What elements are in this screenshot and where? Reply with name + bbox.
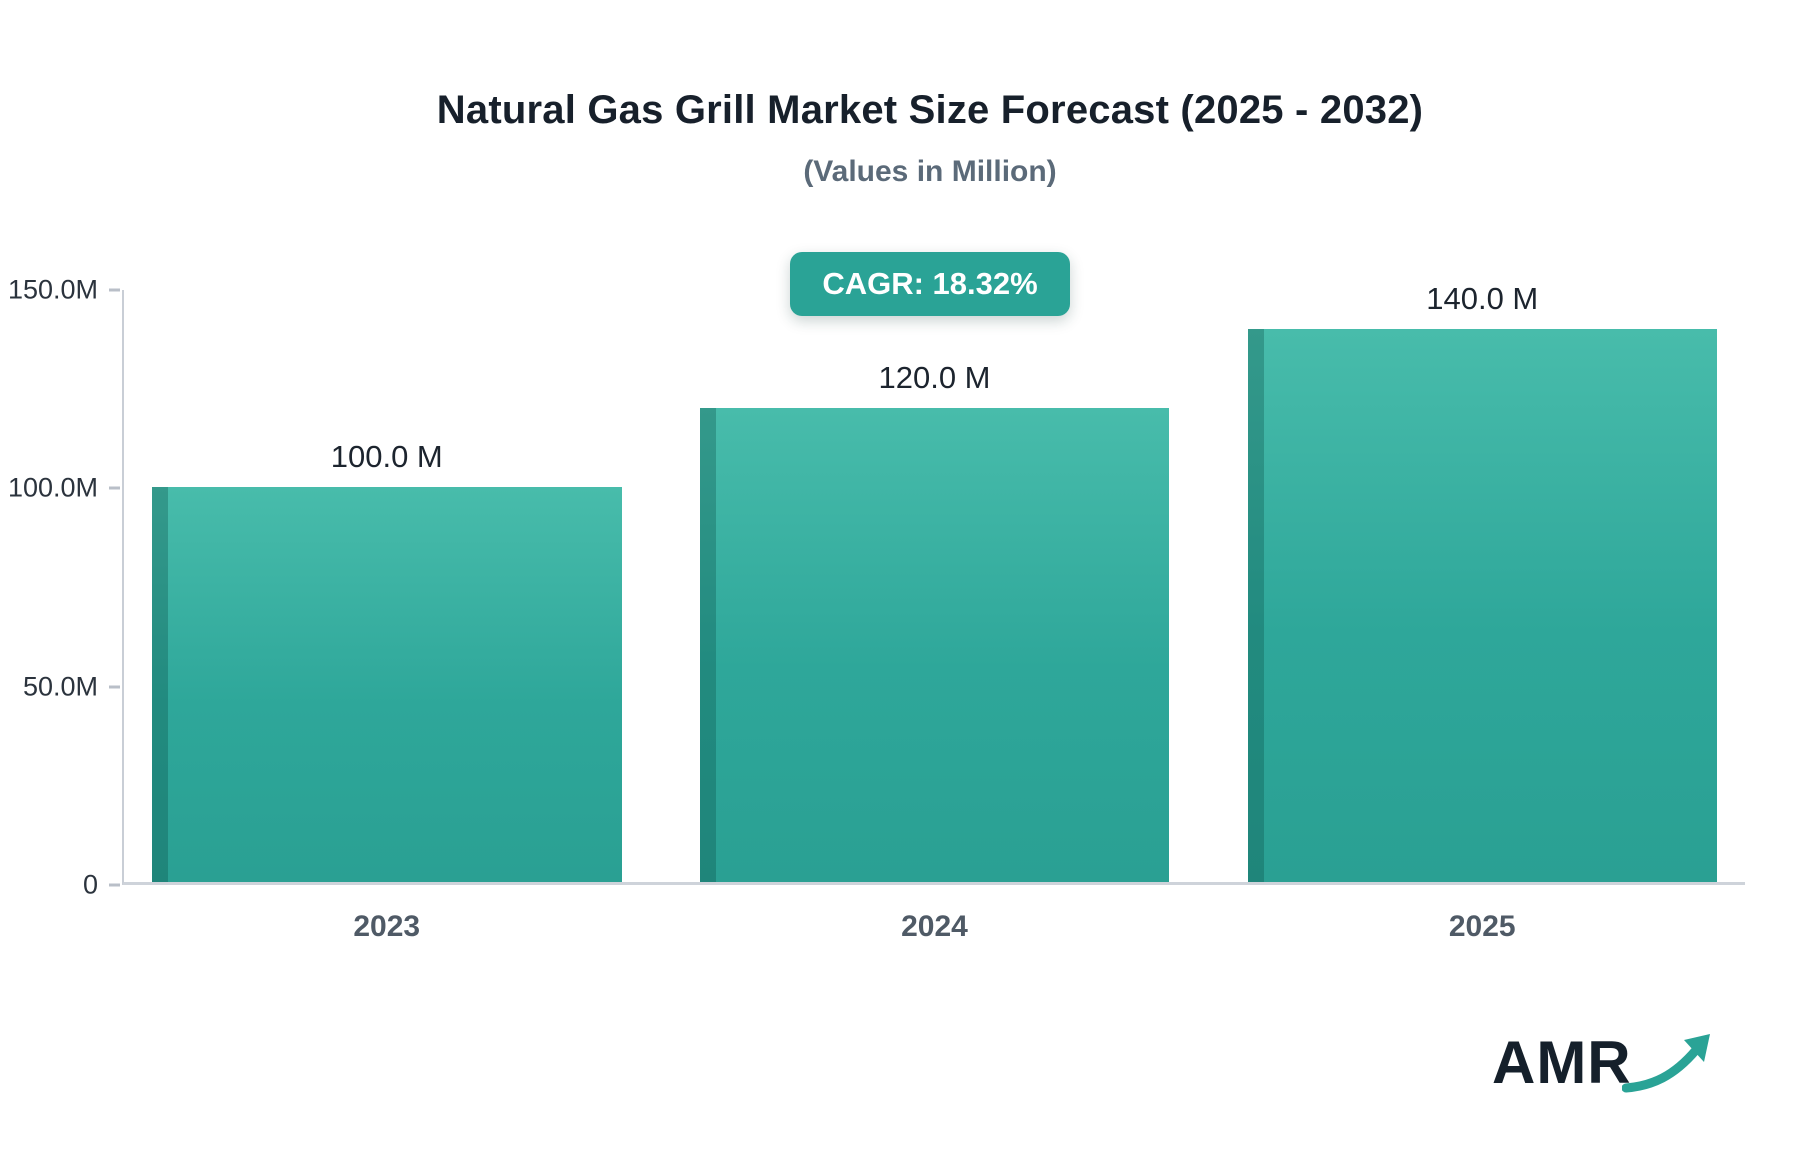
y-tick-mark [109,486,120,490]
bar-value-label: 120.0 M [878,360,991,396]
bar-value-label: 140.0 M [1426,281,1539,317]
y-tick-label: 50.0M [22,671,98,702]
x-axis-label: 2025 [1448,910,1516,943]
y-tick-label: 100.0M [7,472,98,503]
chart-subtitle: (Values in Million) [803,155,1057,188]
cagr-badge-label: CAGR: 18.32% [790,252,1070,316]
y-tick-label: 150.0M [7,274,98,305]
y-tick-mark [109,883,120,887]
plot-area: 100.0 M 2023 120.0 M 2024 140.0 M 2025 [122,281,1745,943]
x-axis-label: 2024 [901,910,968,943]
x-axis-label: 2023 [353,910,421,943]
y-tick-mark [109,288,120,292]
chart-title: Natural Gas Grill Market Size Forecast (… [436,88,1424,132]
chart-header: Natural Gas Grill Market Size Forecast (… [120,88,1740,189]
bar-2024[interactable] [699,408,1170,882]
amr-logo-text: AMR [1492,1029,1632,1096]
bar-group: 140.0 M 2025 [1247,281,1717,943]
bar-group: 120.0 M 2024 [699,290,1170,943]
bar-value-label: 100.0 M [330,439,443,475]
bar-2025[interactable] [1247,329,1717,882]
bar-group: 100.0 M 2023 [152,290,622,943]
y-axis: 150.0M 100.0M 50.0M 0 [7,275,120,900]
logo-arrow-icon [1622,1034,1710,1093]
bars-row: 100.0 M 2023 120.0 M 2024 140.0 M 2025 [124,281,1745,943]
amr-logo: AMR [1492,1028,1710,1108]
y-tick-label: 0 [82,869,98,900]
cagr-badge: CAGR: 18.32% [120,252,1740,316]
y-tick-mark [109,685,120,689]
bar-2023[interactable] [152,487,622,882]
